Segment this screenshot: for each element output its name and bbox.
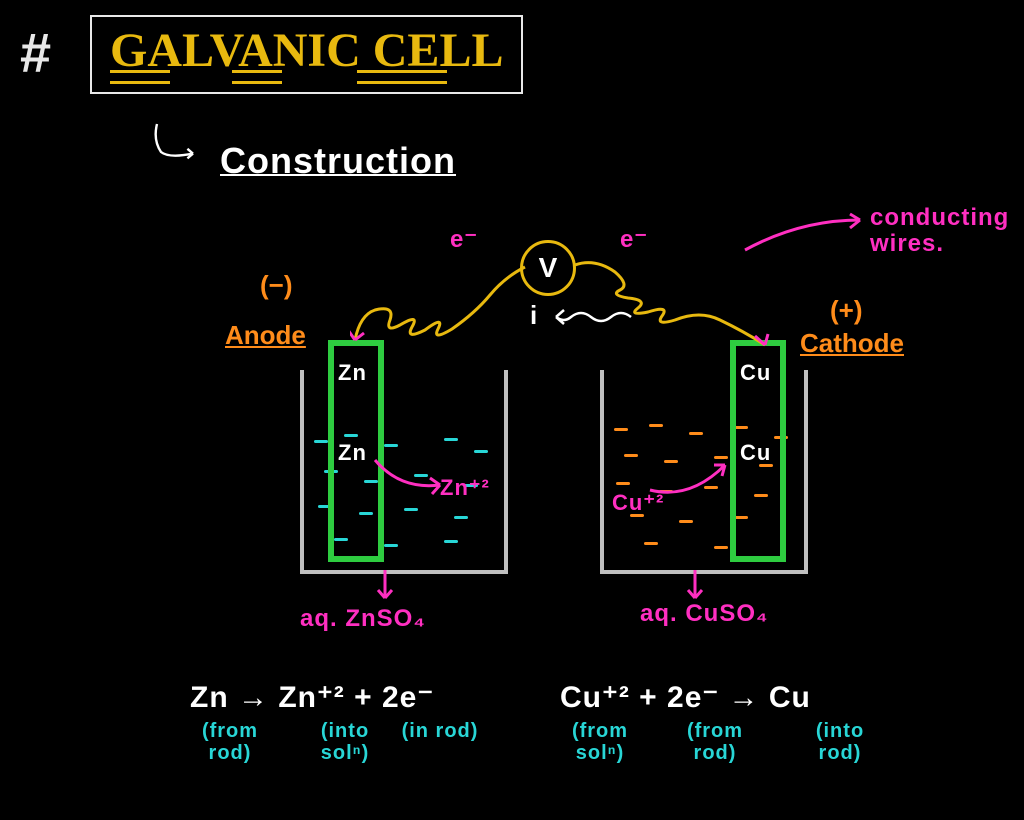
current-arrow-icon xyxy=(546,307,636,327)
cathode-ion-release: Cu⁺² xyxy=(612,490,664,516)
voltmeter-label: V xyxy=(539,252,558,284)
anode-rod-label: Zn xyxy=(338,360,367,386)
conducting-wire-arrow-icon xyxy=(740,210,870,260)
anode-eqn-under1: (from rod) xyxy=(185,720,275,764)
title-box: GALVANIC CELL xyxy=(90,15,523,94)
cathode-sign: (+) xyxy=(830,295,863,326)
anode-eqn-under2: (into solⁿ) xyxy=(300,720,390,764)
cathode-eqn-under1: (from solⁿ) xyxy=(555,720,645,764)
cathode-eqn-under2: (from rod) xyxy=(670,720,760,764)
construction-label: Construction xyxy=(220,140,456,182)
conducting-wires-label: conducting wires. xyxy=(870,205,1009,258)
cathode-solution-label: aq. CuSO₄ xyxy=(640,600,768,628)
construction-text-span: Construction xyxy=(220,140,456,181)
title-underline-2 xyxy=(232,70,282,84)
construction-arrow-icon xyxy=(140,120,230,160)
anode-label: Anode xyxy=(225,320,306,351)
title-underline-3 xyxy=(357,70,447,84)
anode-solution-label: aq. ZnSO₄ xyxy=(300,605,426,633)
current-label: i xyxy=(530,300,636,331)
left-wire-coil-icon xyxy=(350,255,530,350)
anode-equation: Zn → Zn⁺² + 2e⁻ xyxy=(190,680,434,715)
title-underline-1 xyxy=(110,70,170,84)
anode-label-text: Anode xyxy=(225,320,306,350)
anode-sign: (−) xyxy=(260,270,293,301)
electron-right: e⁻ xyxy=(620,225,648,254)
anode-eqn-under3: (in rod) xyxy=(400,720,480,742)
cathode-label-text: Cathode xyxy=(800,328,904,358)
cathode-rod-ion-label: Cu xyxy=(740,440,771,466)
anode-soln-arrow-icon xyxy=(370,570,400,610)
current-i: i xyxy=(530,300,538,330)
hash-mark: # xyxy=(20,20,52,85)
electron-left: e⁻ xyxy=(450,225,478,254)
voltmeter: V xyxy=(520,240,576,296)
cathode-label: Cathode xyxy=(800,328,904,359)
cathode-rod-label: Cu xyxy=(740,360,771,386)
cathode-equation: Cu⁺² + 2e⁻ → Cu xyxy=(560,680,811,715)
anode-ion-release: Zn⁺² xyxy=(440,475,490,501)
anode-rod-ion-label: Zn xyxy=(338,440,367,466)
cathode-eqn-under3: (into rod) xyxy=(800,720,880,764)
